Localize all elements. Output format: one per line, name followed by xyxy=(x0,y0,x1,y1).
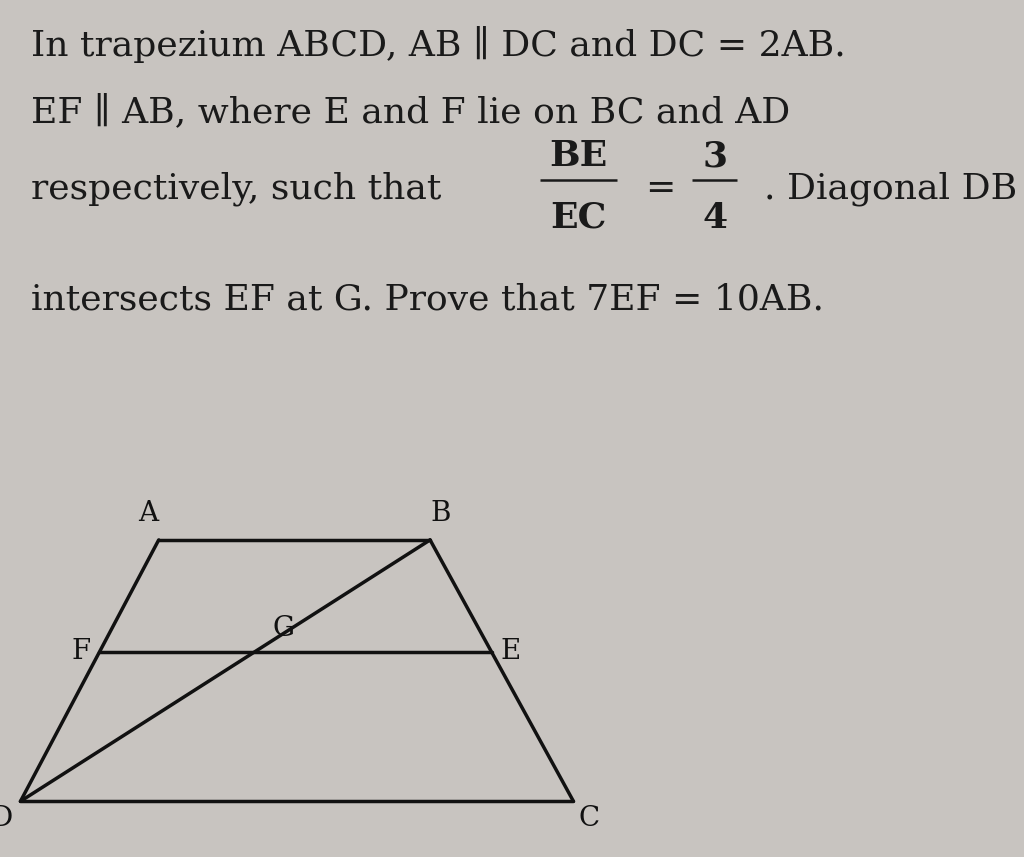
Text: In trapezium ABCD, AB ∥ DC and DC = 2AB.: In trapezium ABCD, AB ∥ DC and DC = 2AB. xyxy=(31,26,846,63)
Text: . Diagonal DB: . Diagonal DB xyxy=(764,171,1017,206)
Text: D: D xyxy=(0,806,12,832)
Text: E: E xyxy=(501,638,521,665)
Text: intersects EF at G. Prove that 7EF = 10AB.: intersects EF at G. Prove that 7EF = 10A… xyxy=(31,283,823,317)
Text: C: C xyxy=(579,806,600,832)
Text: 4: 4 xyxy=(702,201,727,235)
Text: EF ∥ AB, where E and F lie on BC and AD: EF ∥ AB, where E and F lie on BC and AD xyxy=(31,94,790,129)
Text: =: = xyxy=(645,171,676,206)
Text: F: F xyxy=(71,638,90,665)
Text: B: B xyxy=(430,500,451,527)
Text: BE: BE xyxy=(550,139,607,173)
Text: 3: 3 xyxy=(702,139,727,173)
Text: G: G xyxy=(273,614,295,642)
Text: A: A xyxy=(138,500,159,527)
Text: respectively, such that: respectively, such that xyxy=(31,171,453,206)
Text: EC: EC xyxy=(550,201,607,235)
